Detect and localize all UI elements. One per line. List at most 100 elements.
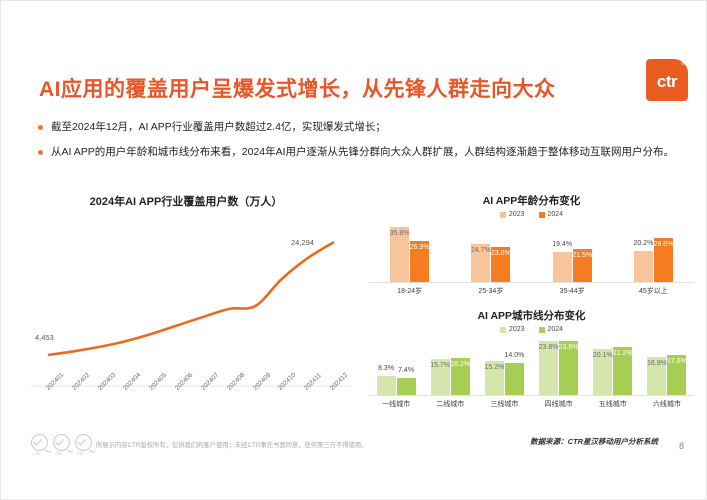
legend-label: 2024 [547, 211, 564, 218]
registered-mark-icon: ® [681, 61, 685, 67]
bar-value-label: 7.4% [398, 367, 415, 375]
bar-value-label: 24.7% [470, 247, 491, 255]
bar-group: 16.9% 17.6% [640, 336, 694, 395]
line-chart-panel: 2024年AI APP行业覆盖用户数（万人） 4,453 24,294 2024… [31, 193, 361, 418]
bar: 16.9% [646, 356, 667, 395]
bar-value-label: 17.6% [666, 358, 687, 366]
legend-label: 2024 [547, 326, 564, 333]
bar-value-label: 14.0% [504, 352, 525, 360]
bullet-text: 截至2024年12月，AI APP行业覆盖用户数超过2.4亿，实现爆发式增长； [51, 121, 386, 133]
list-item: 截至2024年12月，AI APP行业覆盖用户数超过2.4亿，实现爆发式增长； [35, 119, 675, 135]
bar-group: 23.8% 23.6% [532, 336, 586, 395]
bar: 20.2% [633, 240, 653, 282]
x-axis-category-label: 25-34岁 [478, 288, 504, 295]
bullet-list: 截至2024年12月，AI APP行业覆盖用户数超过2.4亿，实现爆发式增长； … [35, 119, 675, 169]
age-chart-title: AI APP年龄分布变化 [482, 195, 581, 207]
x-axis-category-label: 五线城市 [598, 401, 627, 408]
bar-value-label: 23.8% [538, 344, 559, 351]
bar: 15.2% [484, 360, 504, 395]
bar: 23.8% [538, 341, 559, 395]
age-chart-legend: 2023 2024 [369, 211, 694, 218]
bullet-text: 从AI APP的用户年龄和城市线分布来看，2024年AI用户逐渐从先锋分群向大众… [51, 146, 675, 158]
x-axis-category-label: 一线城市 [382, 401, 411, 408]
bar-value-label: 35.8% [389, 230, 410, 238]
bar: 35.8% [389, 227, 410, 282]
city-chart-title: AI APP城市线分布变化 [477, 310, 586, 322]
bar-value-label: 26.9% [409, 243, 430, 251]
bar: 24.7% [470, 244, 491, 282]
bar: 21.5% [572, 249, 593, 282]
bullet-dot-icon [38, 149, 43, 155]
line-start-value-label: 4,453 [35, 333, 54, 342]
bar-group: 15.7% 16.2% [423, 336, 477, 395]
legend-item-2024: 2024 [538, 326, 564, 333]
legend-item-2023: 2023 [499, 211, 525, 218]
bar-value-label: 28.6% [653, 241, 674, 249]
legend-item-2023: 2023 [499, 326, 525, 333]
bar-value-label: 23.6% [558, 344, 579, 352]
bar: 8.3% [376, 365, 396, 395]
x-axis-category-label: 18-24岁 [397, 288, 423, 295]
bar-group: 8.3% 7.4% [369, 336, 423, 395]
x-axis-category-label: 六线城市 [652, 401, 681, 408]
age-chart-x-axis: 18-24岁 25-34岁 35-44岁 45岁以上 [369, 283, 694, 299]
bar-value-label: 21.5% [572, 252, 593, 260]
city-chart-plot: 8.3% 7.4% 15.7% 16.2% 15.2% 14.0% 23.8% 23.6% 20… [369, 336, 694, 396]
check-circle-icon: CTR [31, 434, 52, 456]
check-circle-icon: CTR [53, 434, 74, 456]
bar: 17.6% [666, 355, 687, 395]
bar-value-label: 19.4% [552, 241, 573, 249]
bar-group: 19.4% 21.5% [532, 221, 613, 282]
bar-group: 20.2% 28.6% [613, 221, 694, 282]
bar: 28.6% [653, 238, 674, 282]
legend-item-2024: 2024 [538, 211, 564, 218]
line-chart-x-axis: 202401 202402 202403 202404 202405 202406 2024… [31, 372, 361, 417]
bar-value-label: 15.7% [430, 362, 451, 370]
legend-swatch-icon [499, 326, 506, 333]
bar: 14.0% [504, 352, 524, 395]
bar-value-label: 20.2% [633, 240, 654, 248]
bar-value-label: 16.9% [646, 359, 667, 367]
logo-shape [646, 59, 688, 101]
data-source-label: 数据来源：CTR星汉移动用户分析系统 [530, 437, 658, 446]
x-axis-category-label: 35-44岁 [559, 288, 585, 295]
bar-value-label: 8.3% [378, 365, 395, 373]
check-circle-icon: CTR [75, 434, 96, 456]
copyright-notice: 所展示内容CTR版权所有，仅供我们的客户使用；未经CTR事先书面同意，任何第三方… [96, 442, 368, 449]
city-chart-legend: 2023 2024 [369, 326, 694, 333]
bar: 20.1% [592, 349, 613, 395]
bar-group: 35.8% 26.9% [369, 221, 450, 282]
icon-caption: CTR [77, 452, 84, 456]
bar: 21.2% [612, 346, 633, 395]
age-chart-panel: AI APP年龄分布变化 2023 2024 35.8% 26.9% 24.7% 23… [369, 193, 694, 305]
bullet-dot-icon [38, 124, 43, 130]
bar-value-label: 16.2% [450, 361, 471, 369]
bar-group: 24.7% 23.0% [450, 221, 531, 282]
bar: 7.4% [396, 367, 416, 395]
x-axis-category-label: 四线城市 [544, 401, 573, 408]
ctr-logo: ctr ® [646, 59, 688, 101]
line-end-value-label: 24,294 [291, 238, 314, 247]
legend-label: 2023 [508, 326, 525, 333]
bar: 15.7% [430, 359, 451, 395]
line-chart-title: 2024年AI APP行业覆盖用户数（万人） [89, 196, 283, 208]
x-axis-category-label: 三线城市 [490, 401, 519, 408]
bar-value-label: 23.0% [490, 249, 511, 257]
icon-caption: CTR [55, 452, 62, 456]
bar-value-label: 20.1% [592, 352, 613, 360]
page-title: AI应用的覆盖用户呈爆发式增长，从先锋人群走向大众 [39, 78, 556, 101]
legend-swatch-icon [499, 211, 506, 218]
bar-group: 20.1% 21.2% [586, 336, 640, 395]
page-number: 8 [678, 441, 684, 451]
bar: 19.4% [552, 241, 572, 282]
legend-swatch-icon [538, 211, 545, 218]
bar: 23.6% [558, 341, 579, 395]
icon-caption: CTR [33, 452, 40, 456]
city-chart-panel: AI APP城市线分布变化 2023 2024 8.3% 7.4% 15.7% 16.… [369, 308, 694, 416]
bar-value-label: 21.2% [612, 349, 633, 357]
legend-swatch-icon [538, 326, 545, 333]
bar: 23.0% [490, 246, 511, 282]
logo-text: ctr [656, 72, 678, 91]
bar-group: 15.2% 14.0% [477, 336, 531, 395]
